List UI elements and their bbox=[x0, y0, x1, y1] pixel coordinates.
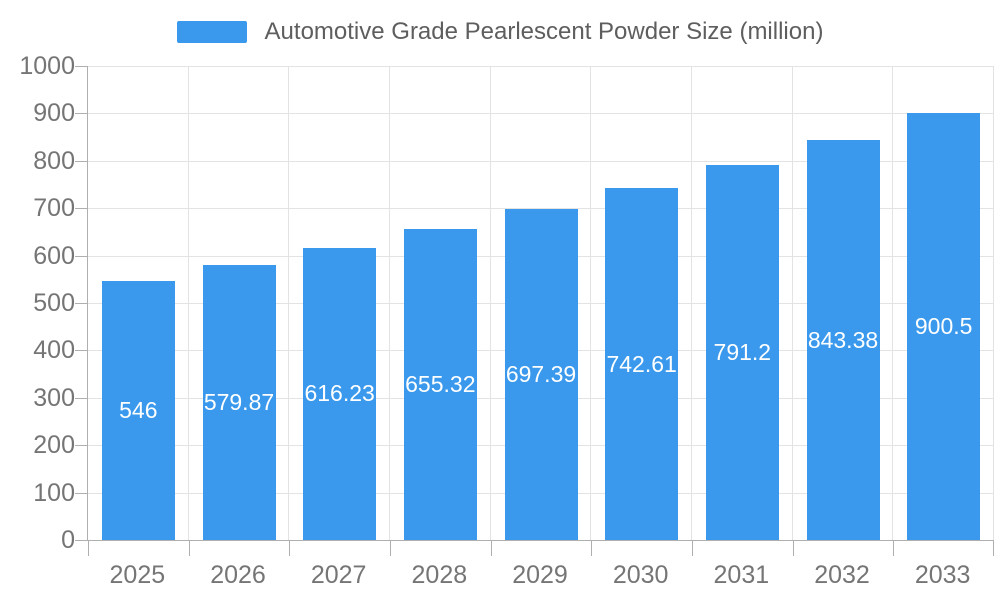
y-axis-tick bbox=[75, 66, 87, 67]
bar-2030[interactable]: 742.61 bbox=[605, 188, 679, 540]
y-axis-tick bbox=[75, 303, 87, 304]
y-axis-label: 1000 bbox=[19, 52, 75, 80]
y-axis-tick bbox=[75, 492, 87, 494]
bar-2027[interactable]: 616.23 bbox=[303, 247, 377, 540]
x-axis-label: 2027 bbox=[310, 561, 367, 589]
bar-value-label: 616.23 bbox=[304, 380, 375, 407]
x-gridline bbox=[993, 66, 994, 540]
bar-2032[interactable]: 843.38 bbox=[806, 140, 880, 540]
y-gridline bbox=[88, 113, 994, 115]
y-axis-label: 500 bbox=[33, 289, 75, 317]
x-axis-tick bbox=[390, 541, 391, 556]
bar-value-label: 742.61 bbox=[606, 350, 677, 377]
plot-area: 546 579.87 616.23 655.32 697.39 742.61 791.2 84… bbox=[75, 66, 994, 556]
bar-value-label: 546 bbox=[119, 397, 158, 424]
x-gridline bbox=[489, 66, 491, 540]
x-axis-tick bbox=[88, 541, 89, 556]
bar-2029[interactable]: 697.39 bbox=[504, 209, 578, 540]
x-axis-label: 2026 bbox=[210, 561, 266, 589]
x-gridline bbox=[187, 66, 189, 540]
x-axis-tick bbox=[993, 541, 994, 556]
y-axis-tick bbox=[75, 445, 87, 447]
y-axis-label: 400 bbox=[33, 336, 75, 365]
y-gridline bbox=[88, 160, 994, 162]
x-gridline bbox=[288, 66, 290, 540]
x-gridline bbox=[791, 66, 793, 540]
y-axis-label: 300 bbox=[33, 383, 75, 412]
y-axis-tick bbox=[75, 160, 87, 162]
x-axis-label: 2031 bbox=[713, 561, 770, 589]
x-axis-tick bbox=[289, 541, 291, 556]
x-axis-tick bbox=[893, 541, 895, 556]
y-axis-tick bbox=[75, 350, 87, 352]
bar-2025[interactable]: 546 bbox=[101, 281, 175, 540]
x-axis-label: 2029 bbox=[512, 561, 568, 589]
y-axis-tick bbox=[75, 540, 87, 541]
bar-2026[interactable]: 579.87 bbox=[202, 265, 276, 540]
x-axis-tick bbox=[490, 541, 492, 556]
x-axis-label: 2028 bbox=[411, 561, 468, 589]
y-axis-tick bbox=[75, 397, 87, 399]
x-axis-label: 2025 bbox=[109, 561, 166, 589]
y-axis-label: 100 bbox=[33, 478, 75, 507]
chart-legend-item[interactable]: Automotive Grade Pearlescent Powder Size… bbox=[0, 18, 1000, 46]
y-axis-label: 600 bbox=[33, 241, 75, 270]
bar-value-label: 843.38 bbox=[807, 326, 879, 353]
x-axis-label: 2032 bbox=[814, 561, 870, 589]
bar-2033[interactable]: 900.5 bbox=[907, 113, 981, 540]
y-axis-label: 700 bbox=[33, 194, 75, 223]
x-axis-label: 2033 bbox=[914, 561, 971, 589]
bar-value-label: 655.32 bbox=[405, 371, 476, 398]
y-gridline bbox=[88, 208, 994, 210]
x-gridline bbox=[389, 66, 390, 540]
x-gridline bbox=[892, 66, 894, 540]
y-axis-label: 0 bbox=[61, 526, 75, 554]
y-axis-label: 800 bbox=[33, 146, 75, 175]
x-gridline bbox=[691, 66, 692, 540]
bar-value-label: 579.87 bbox=[203, 389, 275, 416]
y-axis-label: 200 bbox=[33, 431, 75, 460]
chart-title: Automotive Grade Pearlescent Powder Size… bbox=[264, 18, 824, 45]
x-axis-tick bbox=[792, 541, 794, 556]
y-gridline bbox=[88, 66, 994, 67]
bar-value-label: 900.5 bbox=[914, 313, 973, 340]
y-axis-tick bbox=[75, 113, 87, 115]
bar-value-label: 697.39 bbox=[505, 361, 577, 388]
legend-color-swatch bbox=[176, 21, 247, 43]
bar-2028[interactable]: 655.32 bbox=[403, 229, 477, 540]
x-axis-tick bbox=[591, 541, 593, 556]
bar-2031[interactable]: 791.2 bbox=[705, 164, 779, 540]
y-axis-tick bbox=[75, 208, 87, 210]
y-axis-tick bbox=[75, 255, 87, 257]
x-axis-tick bbox=[188, 541, 190, 556]
bar-value-label: 791.2 bbox=[713, 338, 772, 365]
x-gridline bbox=[590, 66, 592, 540]
y-axis-label: 900 bbox=[33, 99, 75, 128]
x-axis-tick bbox=[692, 541, 693, 556]
x-axis-label: 2030 bbox=[612, 561, 669, 589]
